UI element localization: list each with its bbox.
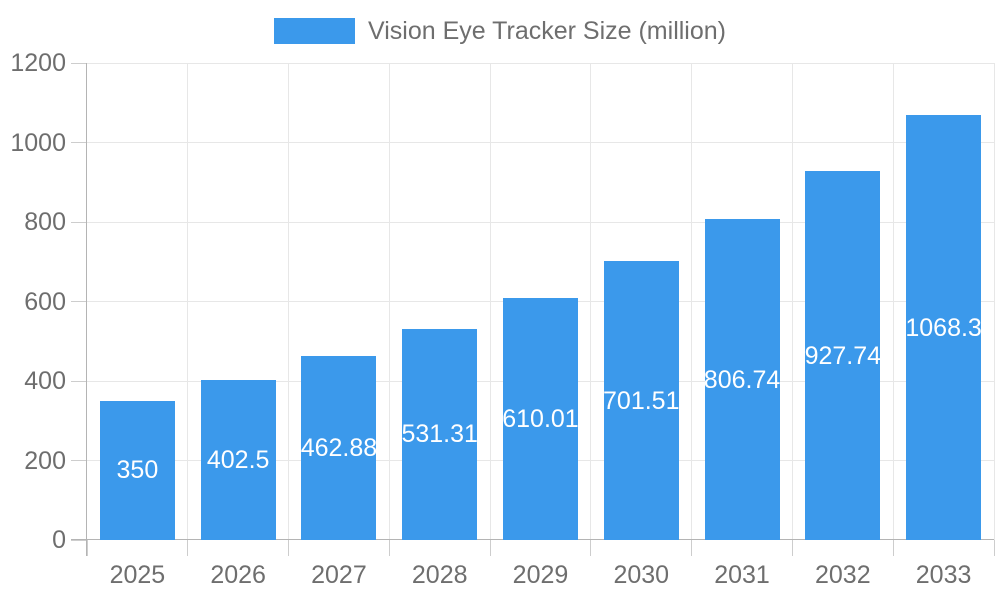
x-axis-tick-label: 2029 — [512, 561, 569, 589]
y-axis-tick-label: 600 — [24, 287, 66, 316]
bar — [906, 115, 982, 540]
legend-swatch-icon — [274, 18, 355, 44]
gridline-vertical — [489, 63, 491, 540]
bar-value-label: 1068.3 — [905, 313, 982, 342]
x-axis-tick — [590, 540, 592, 556]
bar — [704, 219, 780, 540]
x-axis-tick — [892, 540, 894, 556]
gridline-vertical — [187, 63, 189, 540]
x-axis-tick — [993, 540, 995, 556]
y-axis-tick-label: 200 — [24, 446, 66, 475]
bar-value-label: 350 — [116, 456, 159, 485]
x-axis-tick — [187, 540, 189, 556]
y-axis-tick-label: 1000 — [10, 128, 66, 157]
x-axis-tick — [388, 540, 390, 556]
gridline-vertical — [388, 63, 390, 540]
y-axis-tick — [71, 62, 87, 64]
bar-value-label: 927.74 — [804, 341, 882, 370]
y-axis-tick — [71, 221, 87, 223]
bar — [301, 356, 377, 540]
y-axis-tick — [71, 142, 87, 143]
x-axis-tick-label: 2027 — [311, 561, 367, 589]
bar — [402, 328, 478, 540]
bar-value-label: 610.01 — [502, 404, 579, 433]
bar — [805, 171, 881, 540]
gridline-horizontal — [87, 62, 994, 64]
bar-value-label: 402.5 — [206, 446, 270, 474]
y-axis-line — [86, 63, 87, 556]
chart-legend[interactable]: Vision Eye Tracker Size (million) — [0, 16, 1000, 46]
y-axis-tick-label: 1200 — [10, 49, 66, 77]
bar — [200, 380, 276, 540]
gridline-vertical — [590, 63, 592, 540]
x-axis-tick — [791, 540, 793, 556]
gridline-vertical — [288, 63, 290, 540]
bar-value-label: 701.51 — [603, 386, 680, 415]
x-axis-tick-label: 2028 — [411, 561, 468, 589]
gridline-vertical — [691, 63, 693, 540]
x-axis-tick — [489, 540, 491, 556]
y-axis-tick — [71, 301, 87, 302]
x-axis-tick-label: 2032 — [815, 561, 871, 589]
y-axis-tick — [71, 460, 87, 461]
bar-value-label: 462.88 — [300, 434, 378, 462]
y-axis-tick-label: 800 — [24, 208, 66, 236]
x-axis-tick — [86, 540, 88, 556]
gridline-vertical — [892, 63, 894, 540]
bar — [603, 261, 679, 540]
x-axis-tick-label: 2025 — [109, 561, 166, 589]
x-axis-tick-label: 2030 — [613, 561, 670, 589]
x-axis-tick — [691, 540, 693, 556]
gridline-vertical — [791, 63, 793, 540]
y-axis-tick-label: 400 — [24, 367, 66, 395]
y-axis-tick-label: 0 — [52, 526, 66, 554]
x-axis-tick-label: 2026 — [210, 561, 266, 589]
bar — [503, 297, 578, 540]
gridline-horizontal — [87, 221, 994, 223]
x-axis-tick — [288, 540, 290, 556]
y-axis-tick — [71, 539, 87, 541]
y-axis-tick — [71, 380, 87, 382]
bar-value-label: 531.31 — [401, 420, 478, 449]
legend-label: Vision Eye Tracker Size (million) — [368, 17, 726, 45]
gridline-vertical — [993, 63, 995, 540]
x-axis-tick-label: 2031 — [714, 561, 770, 589]
gridline-horizontal — [87, 142, 994, 143]
x-axis-tick-label: 2033 — [915, 561, 972, 589]
bar-value-label: 806.74 — [703, 365, 781, 394]
bar — [99, 400, 175, 540]
